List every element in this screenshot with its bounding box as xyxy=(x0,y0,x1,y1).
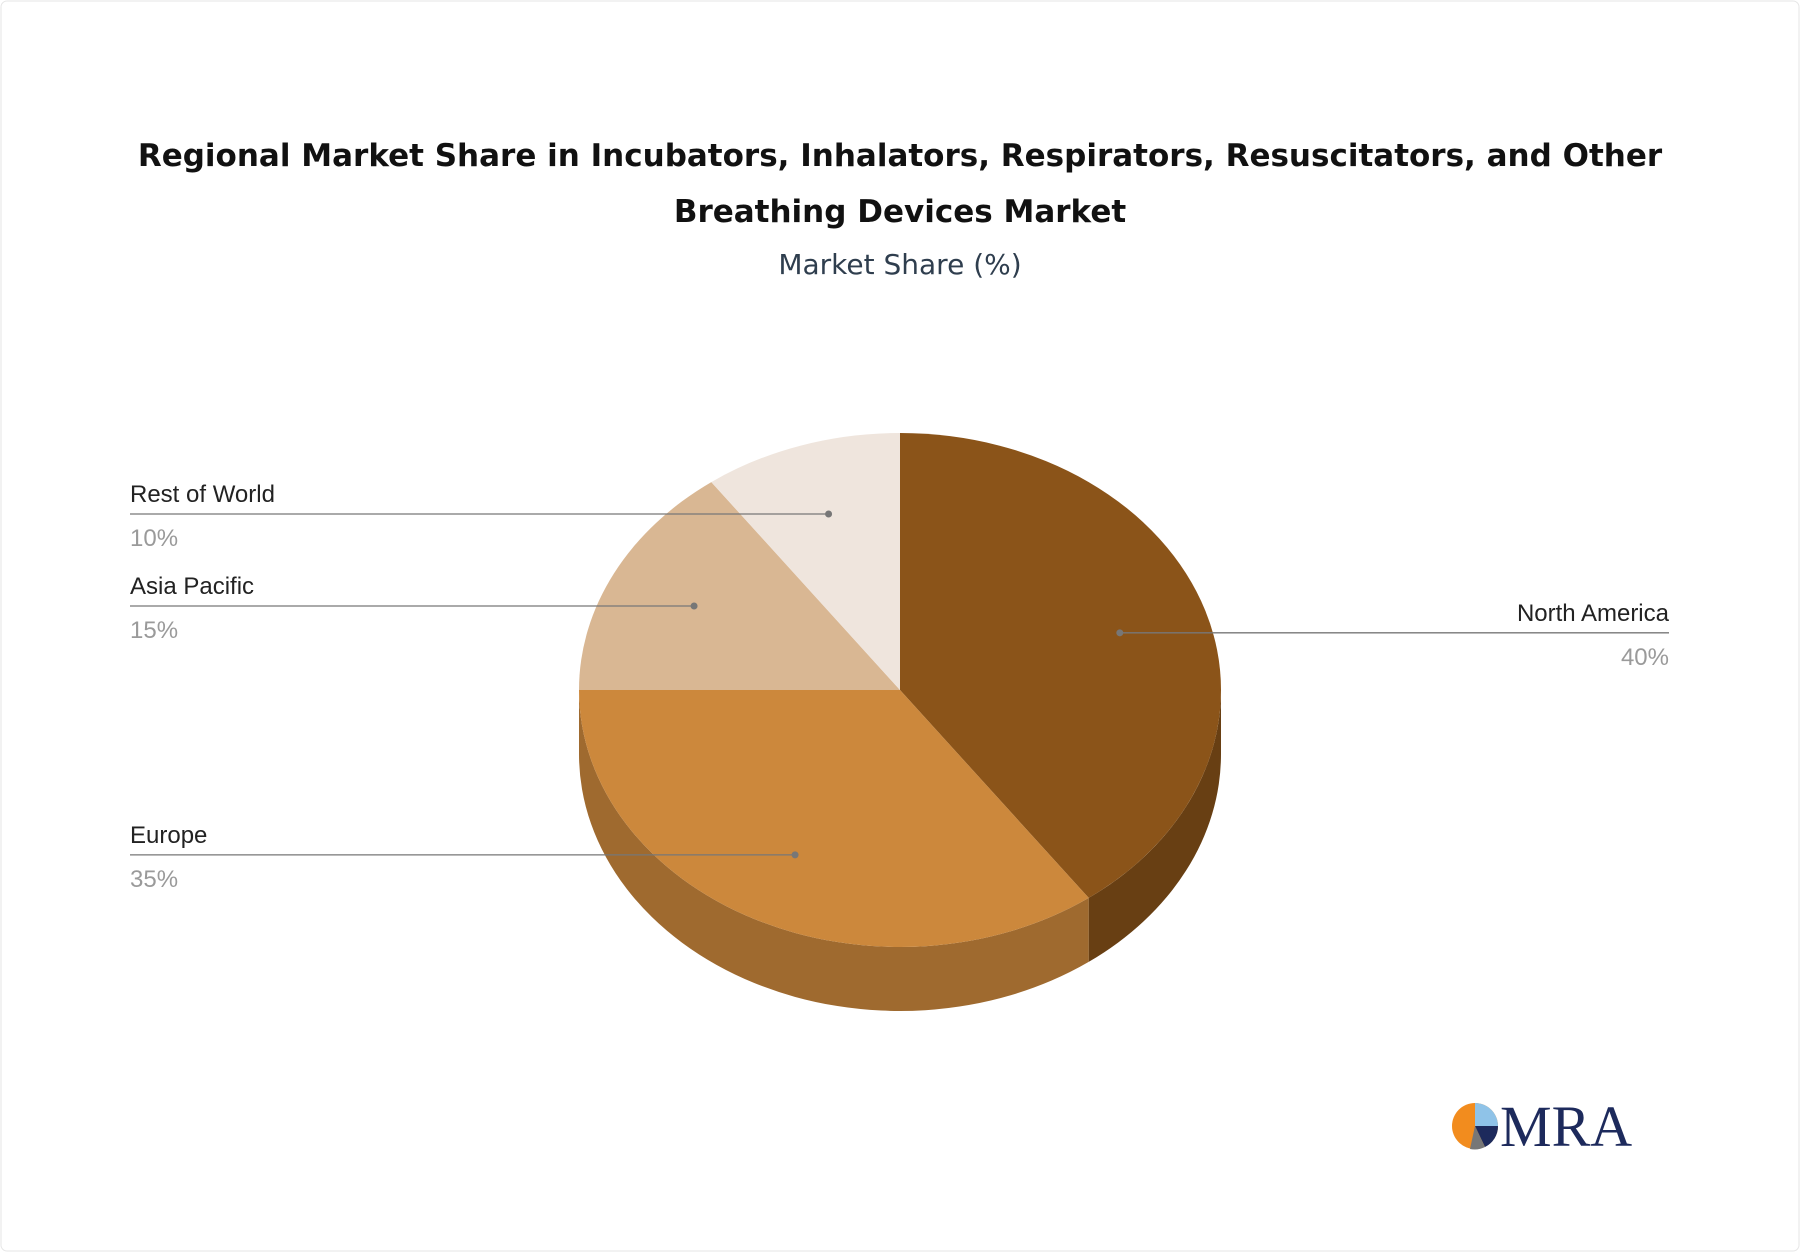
leader-dot xyxy=(690,602,698,610)
chart-title: Regional Market Share in Incubators, Inh… xyxy=(138,138,1663,230)
chart-subtitle: Market Share (%) xyxy=(778,248,1021,281)
logo-icon xyxy=(1470,1126,1485,1150)
slice-side xyxy=(1088,690,1221,962)
slice-value: 40% xyxy=(1621,644,1669,671)
logo: MRA xyxy=(1452,1094,1632,1159)
slice-value: 10% xyxy=(130,525,178,552)
slice-label: Europe xyxy=(130,822,207,849)
slice-value: 15% xyxy=(130,617,178,644)
slice-label: Rest of World xyxy=(130,481,275,508)
slice xyxy=(711,433,900,690)
slice-value: 35% xyxy=(130,866,178,893)
slice-side xyxy=(579,690,1089,1011)
slice-label: North America xyxy=(1517,600,1670,627)
logo-icon xyxy=(1475,1103,1498,1126)
logo-icon xyxy=(1475,1126,1499,1147)
logo-text: MRA xyxy=(1500,1094,1632,1159)
leader-dot xyxy=(825,510,833,518)
slice xyxy=(900,433,1222,898)
slice-label: Asia Pacific xyxy=(130,573,254,600)
slice xyxy=(579,690,1089,947)
leader-dot xyxy=(1116,629,1124,637)
slice xyxy=(579,482,900,690)
leader-dot xyxy=(791,851,799,859)
